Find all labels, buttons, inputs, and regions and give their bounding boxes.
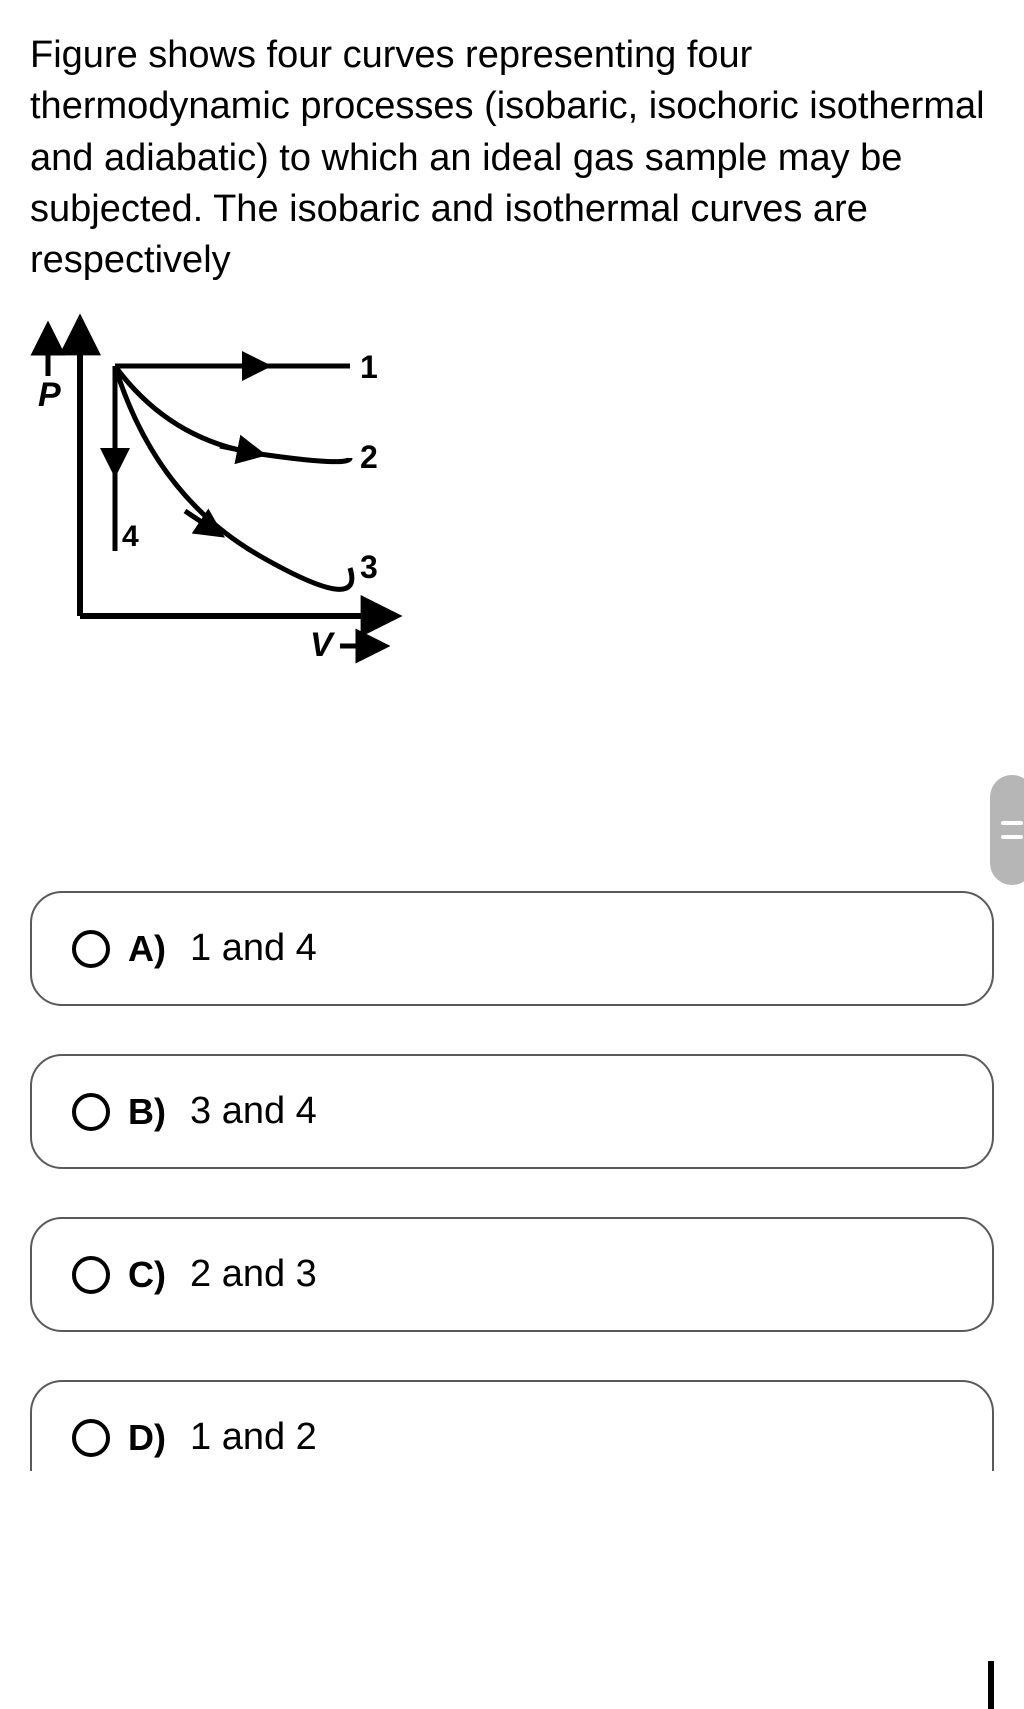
option-a[interactable]: A) 1 and 4 <box>30 891 994 1006</box>
option-b-label: B) <box>128 1091 166 1133</box>
curve-3 <box>115 366 352 589</box>
y-axis-label: P <box>38 376 61 414</box>
radio-icon <box>72 1419 110 1457</box>
option-c-text: 2 and 3 <box>190 1253 317 1296</box>
option-c[interactable]: C) 2 and 3 <box>30 1217 994 1332</box>
radio-icon <box>72 1256 110 1294</box>
option-a-text: 1 and 4 <box>190 927 317 970</box>
curve-3-label: 3 <box>360 549 378 585</box>
radio-icon <box>72 930 110 968</box>
option-d-text: 1 and 2 <box>190 1416 317 1459</box>
curve-2-arrow <box>220 446 255 453</box>
options-list: A) 1 and 4 B) 3 and 4 C) 2 and 3 D) 1 an… <box>30 891 994 1471</box>
question-text: Figure shows four curves representing fo… <box>30 30 994 286</box>
corner-mark <box>988 1661 994 1709</box>
curve-2-label: 2 <box>360 439 378 475</box>
handle-bar <box>1001 835 1023 839</box>
x-axis-label: V <box>310 626 336 664</box>
pv-diagram: P V 1 2 3 4 <box>20 306 994 671</box>
curve-1-label: 1 <box>360 349 378 385</box>
radio-icon <box>72 1093 110 1131</box>
option-b[interactable]: B) 3 and 4 <box>30 1054 994 1169</box>
option-d-label: D) <box>128 1417 166 1459</box>
handle-bar <box>1001 821 1023 825</box>
option-c-label: C) <box>128 1254 166 1296</box>
option-a-label: A) <box>128 928 166 970</box>
option-b-text: 3 and 4 <box>190 1090 317 1133</box>
option-d[interactable]: D) 1 and 2 <box>30 1380 994 1471</box>
curve-4-label: 4 <box>122 520 139 553</box>
side-handle-icon[interactable] <box>990 775 1024 885</box>
